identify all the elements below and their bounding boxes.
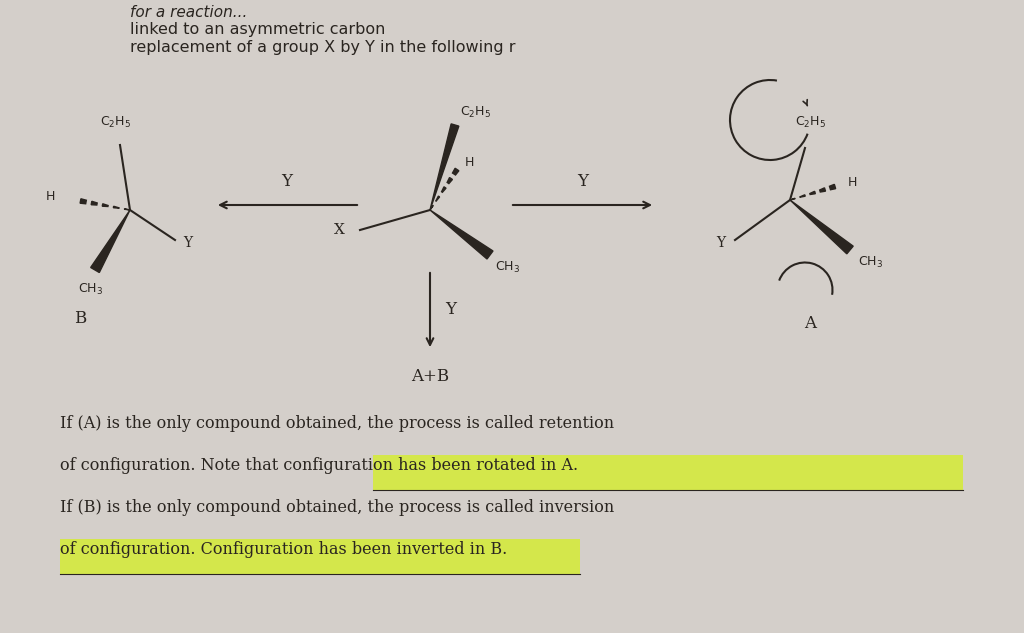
Polygon shape: [430, 124, 459, 210]
Text: $\mathregular{C_2H_5}$: $\mathregular{C_2H_5}$: [460, 105, 492, 120]
FancyBboxPatch shape: [60, 539, 580, 574]
Text: linked to an asymmetric carbon: linked to an asymmetric carbon: [130, 22, 385, 37]
Polygon shape: [430, 210, 493, 259]
Text: If (B) is the only compound obtained, the process is called inversion: If (B) is the only compound obtained, th…: [60, 499, 614, 516]
Text: Y: Y: [183, 236, 193, 250]
Text: $\mathregular{CH_3}$: $\mathregular{CH_3}$: [78, 282, 103, 297]
Polygon shape: [125, 209, 130, 210]
Text: Y: Y: [282, 173, 293, 190]
Text: B: B: [74, 310, 86, 327]
Text: of configuration. Note that configuration has been rotated in A.: of configuration. Note that configuratio…: [60, 457, 579, 474]
Polygon shape: [447, 177, 453, 184]
Text: Y: Y: [578, 173, 589, 190]
Polygon shape: [114, 206, 119, 208]
FancyBboxPatch shape: [373, 455, 963, 490]
Polygon shape: [441, 187, 446, 192]
Polygon shape: [430, 205, 433, 210]
Text: of configuration. Configuration has been inverted in B.: of configuration. Configuration has been…: [60, 541, 507, 558]
Polygon shape: [790, 198, 795, 200]
Text: for a reaction...: for a reaction...: [130, 5, 248, 20]
Text: H: H: [465, 156, 474, 168]
Text: $\mathregular{CH_3}$: $\mathregular{CH_3}$: [858, 255, 883, 270]
Polygon shape: [453, 168, 459, 175]
Polygon shape: [790, 200, 853, 254]
Text: replacement of a group X by Y in the following r: replacement of a group X by Y in the fol…: [130, 40, 515, 55]
Text: H: H: [46, 191, 55, 203]
Text: $\mathregular{C_2H_5}$: $\mathregular{C_2H_5}$: [100, 115, 131, 130]
Polygon shape: [91, 210, 130, 273]
Polygon shape: [102, 204, 109, 206]
Text: A: A: [804, 315, 816, 332]
Text: X: X: [334, 223, 345, 237]
Text: A+B: A+B: [411, 368, 450, 385]
Polygon shape: [80, 199, 86, 204]
Polygon shape: [829, 184, 836, 190]
Text: $\mathregular{C_2H_5}$: $\mathregular{C_2H_5}$: [795, 115, 826, 130]
Polygon shape: [91, 201, 97, 205]
Polygon shape: [800, 195, 805, 197]
Text: Y: Y: [445, 301, 456, 318]
Polygon shape: [819, 188, 825, 192]
Text: Y: Y: [716, 236, 725, 250]
Polygon shape: [436, 196, 439, 201]
Text: H: H: [848, 177, 857, 189]
Text: $\mathregular{CH_3}$: $\mathregular{CH_3}$: [495, 260, 520, 275]
Text: If (A) is the only compound obtained, the process is called retention: If (A) is the only compound obtained, th…: [60, 415, 614, 432]
Polygon shape: [810, 191, 815, 194]
